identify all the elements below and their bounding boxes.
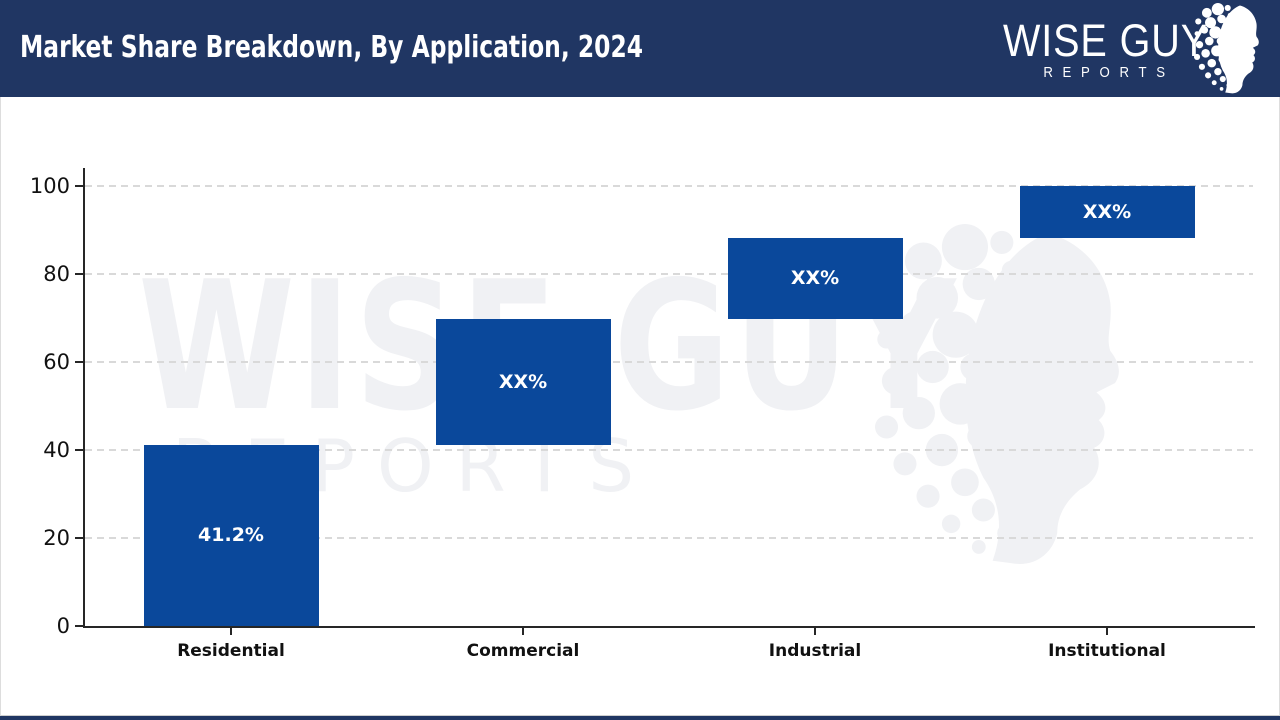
bar-residential: 41.2% bbox=[143, 444, 319, 626]
gridline-20 bbox=[85, 537, 1253, 539]
y-tick-40 bbox=[75, 449, 83, 451]
gridline-60 bbox=[85, 361, 1253, 363]
logo-text: WISE GUY REPORTS bbox=[1002, 14, 1208, 81]
y-tick-label-60: 60 bbox=[43, 350, 70, 374]
bar-value-label-institutional: XX% bbox=[1082, 200, 1132, 223]
y-tick-0 bbox=[75, 625, 83, 627]
y-tick-label-80: 80 bbox=[43, 262, 70, 286]
bar-value-label-residential: 41.2% bbox=[198, 524, 264, 547]
y-tick-60 bbox=[75, 361, 83, 363]
y-tick-label-20: 20 bbox=[43, 526, 70, 550]
logo-subtitle: REPORTS bbox=[1043, 63, 1175, 81]
x-tick-residential bbox=[230, 628, 232, 635]
waterfall-chart: 0 20 40 60 80 100 41.2% Residential XX% Commercia… bbox=[30, 168, 1255, 661]
gridline-80 bbox=[85, 273, 1253, 275]
logo-wordmark: WISE GUY bbox=[1002, 14, 1208, 66]
x-tick-industrial bbox=[814, 628, 816, 635]
y-tick-80 bbox=[75, 273, 83, 275]
gridline-40 bbox=[85, 449, 1253, 451]
x-axis-line bbox=[83, 626, 1255, 628]
gridline-100 bbox=[85, 185, 1253, 187]
bar-industrial: XX% bbox=[727, 237, 903, 319]
x-label-commercial: Commercial bbox=[466, 641, 580, 661]
wise-guy-logo: WISE GUY REPORTS bbox=[975, 4, 1272, 94]
y-tick-label-100: 100 bbox=[29, 174, 70, 198]
y-tick-20 bbox=[75, 537, 83, 539]
y-tick-label-40: 40 bbox=[43, 438, 70, 462]
bottom-accent-bar bbox=[0, 716, 1280, 720]
header: Market Share Breakdown, By Application, … bbox=[0, 0, 1280, 97]
bar-value-label-industrial: XX% bbox=[790, 267, 840, 290]
y-axis-line bbox=[83, 168, 85, 628]
x-tick-institutional bbox=[1106, 628, 1108, 635]
x-tick-commercial bbox=[522, 628, 524, 635]
y-tick-label-0: 0 bbox=[56, 614, 70, 638]
x-label-institutional: Institutional bbox=[1048, 641, 1166, 661]
bar-value-label-commercial: XX% bbox=[498, 370, 548, 393]
bar-commercial: XX% bbox=[435, 318, 611, 445]
y-tick-100 bbox=[75, 185, 83, 187]
bar-institutional: XX% bbox=[1019, 186, 1195, 238]
x-label-industrial: Industrial bbox=[768, 641, 862, 661]
page-title: Market Share Breakdown, By Application, … bbox=[20, 30, 644, 65]
x-label-residential: Residential bbox=[177, 641, 285, 661]
